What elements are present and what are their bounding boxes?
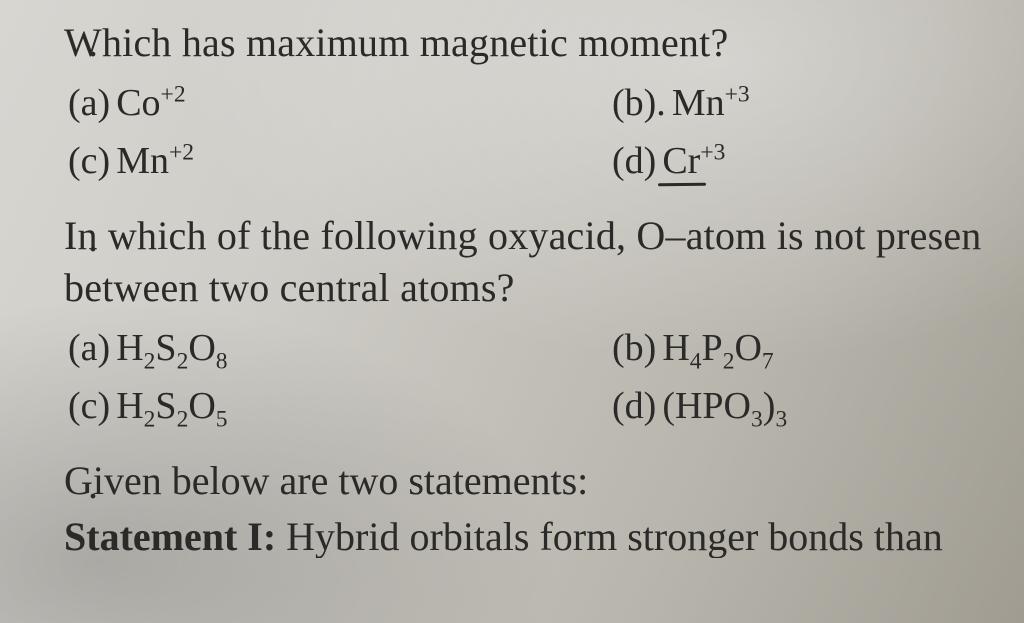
question-3: . Given below are two statements: Statem…: [64, 456, 996, 558]
q1-option-d: (d)Cr+3: [552, 138, 996, 186]
option-label: (b): [612, 327, 656, 369]
question-1: . Which has maximum magnetic moment? (a)…: [64, 18, 996, 185]
q1-options: (a)Co+2 (b).Mn+3 (c)Mn+2 (d)Cr+3: [68, 80, 996, 185]
option-formula: H4P2O7: [662, 327, 773, 369]
question-2: . In which of the following oxyacid, O–a…: [64, 211, 996, 430]
q1-bullet: .: [88, 18, 98, 68]
q3-bullet: .: [88, 460, 98, 510]
page-root: . Which has maximum magnetic moment? (a)…: [0, 0, 1024, 558]
option-sup: +2: [161, 81, 186, 107]
option-label: (c): [68, 140, 110, 182]
option-formula: (HPO3)3: [662, 385, 787, 427]
option-base: Mn: [116, 140, 169, 182]
q1-option-a: (a)Co+2: [68, 80, 512, 128]
option-sup: +3: [700, 139, 725, 165]
option-sup: +3: [725, 81, 750, 107]
option-base-underlined: Cr: [662, 140, 700, 182]
option-label: (d): [612, 385, 656, 427]
q2-options: (a)H2S2O8 (b)H4P2O7 (c)H2S2O5 (d)(HPO3)3: [68, 325, 996, 430]
option-sup: +2: [169, 139, 194, 165]
q3-given-line: Given below are two statements:: [64, 456, 996, 506]
q3-statement-1: Statement I: Hybrid orbitals form strong…: [64, 512, 996, 558]
q1-option-c: (c)Mn+2: [68, 138, 512, 186]
q1-text: Which has maximum magnetic moment?: [64, 18, 996, 68]
q2-bullet: .: [88, 213, 98, 263]
statement-partial-text: Hybrid orbitals form stronger bonds than: [286, 514, 943, 558]
q2-option-c: (c)H2S2O5: [68, 383, 512, 431]
q2-option-b: (b)H4P2O7: [552, 325, 996, 373]
option-label: (b).: [612, 82, 666, 124]
q2-text-line2: between two central atoms?: [64, 263, 996, 313]
option-formula: H2S2O8: [116, 327, 227, 369]
statement-label: Statement I:: [64, 514, 276, 558]
option-base: Co: [116, 82, 160, 124]
option-formula: H2S2O5: [116, 385, 227, 427]
q1-option-b: (b).Mn+3: [552, 80, 996, 128]
q2-option-d: (d)(HPO3)3: [552, 383, 996, 431]
q2-text-line1: In which of the following oxyacid, O–ato…: [64, 211, 996, 261]
option-label: (a): [68, 327, 110, 369]
option-label: (c): [68, 385, 110, 427]
option-label: (d): [612, 140, 656, 182]
option-base: Mn: [672, 82, 725, 124]
q2-option-a: (a)H2S2O8: [68, 325, 512, 373]
option-label: (a): [68, 82, 110, 124]
